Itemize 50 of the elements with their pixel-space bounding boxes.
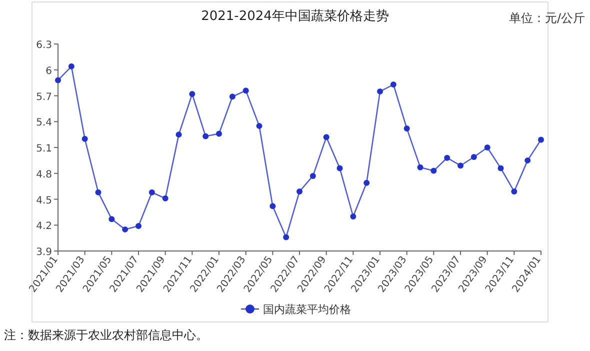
point [336,165,343,172]
point [430,168,437,174]
legend-label: 国内蔬菜平均价格 [263,303,351,316]
point [189,91,196,98]
point [229,94,236,100]
point [364,180,370,186]
point [256,122,262,129]
point [136,222,142,229]
point [377,88,383,94]
point [82,136,88,142]
point [417,164,424,170]
point [270,203,276,210]
y-tick-label: 6.3 [36,40,52,51]
y-tick-label: 6 [46,66,52,77]
point [484,144,490,150]
point [216,130,222,137]
point [350,214,356,220]
y-tick-label: 4.2 [36,221,52,232]
y-tick-label: 5.4 [36,118,52,129]
point [323,134,330,140]
point [444,154,450,161]
point [404,126,410,132]
point [458,162,464,169]
point [498,165,504,172]
text: 注：数据来源于农业农村部信息中心。 [4,328,208,342]
point [162,195,168,202]
y-tick-label: 4.5 [36,195,52,206]
y-tick-label: 5.1 [36,144,52,154]
point [68,63,74,70]
point [511,188,518,194]
point [242,88,249,94]
point [524,157,531,164]
point [202,133,209,140]
chart-title: 2021-2024年中国蔬菜价格走势 [201,9,389,24]
y-tick-label: 3.9 [36,247,52,258]
point [95,189,102,196]
y-axis-title: 单位：元/公斤 [508,11,585,25]
point [176,132,182,138]
point [283,234,290,240]
point [310,172,316,179]
point [55,77,61,84]
y-tick-label: 4.8 [36,169,52,180]
point [470,154,477,160]
point [390,82,396,88]
point [122,226,128,232]
point [538,136,544,143]
point [108,216,115,222]
point [296,188,302,194]
y-tick-label: 5.7 [36,92,52,103]
point [148,189,155,196]
